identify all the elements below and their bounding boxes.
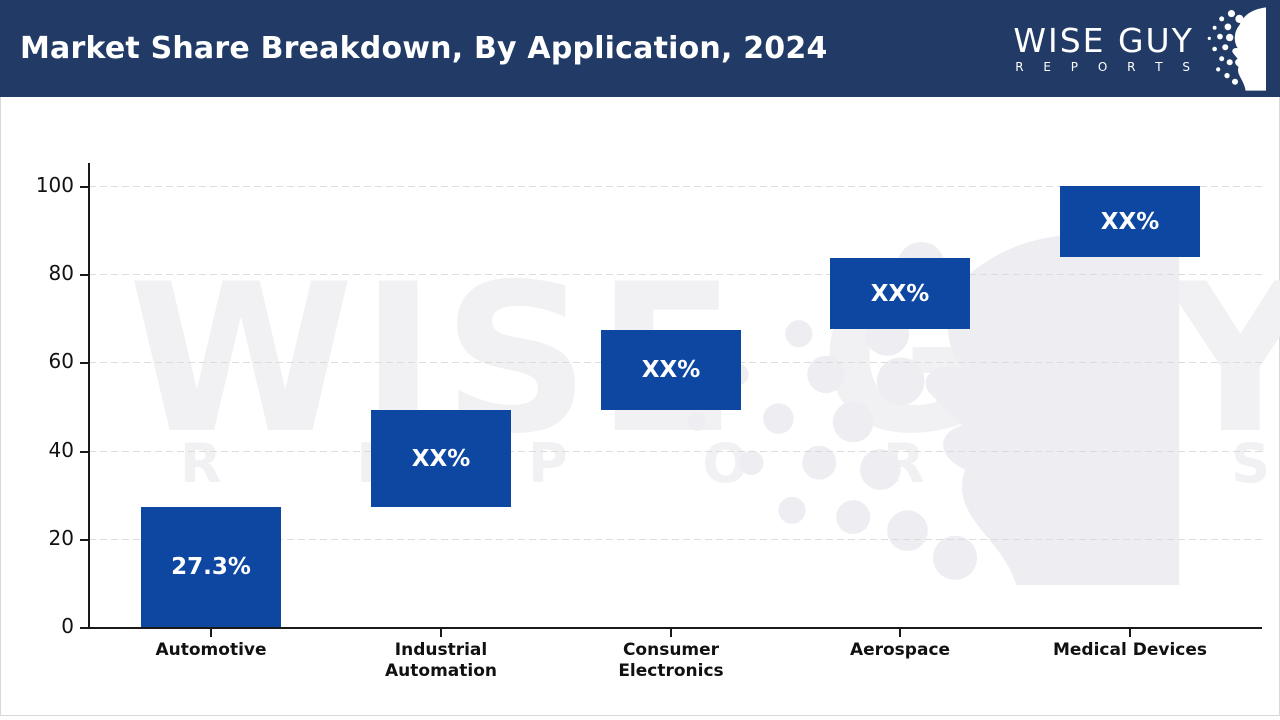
x-tick-mark (1129, 629, 1131, 637)
x-category-label-line: Electronics (618, 660, 724, 681)
bar: XX% (1060, 186, 1200, 257)
bar-value-label: XX% (870, 280, 930, 307)
x-category-label: Medical Devices (1020, 640, 1240, 661)
x-category-label-line: Automation (385, 660, 497, 681)
bar-value-label: 27.3% (171, 554, 251, 580)
x-category-label: Consumer Electronics (561, 640, 781, 681)
y-tick-label: 0 (61, 614, 74, 638)
y-tick-label: 60 (48, 349, 74, 373)
x-tick-mark (210, 629, 212, 637)
x-category-label-line: Consumer (622, 640, 720, 660)
x-axis-line (86, 627, 1262, 629)
x-tick-mark (670, 629, 672, 637)
y-tick-mark (80, 451, 88, 453)
bar: XX% (601, 330, 741, 410)
wiseguy-logo-text: WISE GUY R E P O R T S (1009, 24, 1198, 74)
y-tick-mark (80, 274, 88, 276)
bar: 27.3% (141, 507, 281, 627)
gridline (89, 539, 1262, 540)
chart-title: Market Share Breakdown, By Application, … (20, 31, 828, 66)
bar: XX% (830, 258, 970, 329)
x-category-label-line: Industrial (394, 640, 488, 660)
bar: XX% (371, 410, 511, 507)
x-category-label: Automotive (101, 640, 321, 661)
gridline (89, 451, 1262, 452)
y-tick-label: 20 (48, 526, 74, 550)
header-bar: Market Share Breakdown, By Application, … (0, 0, 1280, 97)
y-tick-mark (80, 627, 88, 629)
y-tick-label: 80 (48, 261, 74, 285)
bar-value-label: XX% (641, 357, 701, 383)
y-tick-mark (80, 539, 88, 541)
x-tick-mark (899, 629, 901, 637)
y-axis-line (88, 163, 90, 629)
gridline (89, 186, 1262, 187)
wiseguy-logo: WISE GUY R E P O R T S (1009, 0, 1266, 97)
x-category-label: Industrial Automation (331, 640, 551, 681)
x-category-label-line: Automotive (155, 640, 267, 660)
wiseguy-head-icon (1207, 6, 1266, 91)
x-category-label: Aerospace (790, 640, 1010, 661)
bar-value-label: XX% (411, 445, 471, 472)
logo-subtitle: R E P O R T S (1015, 59, 1198, 74)
y-tick-label: 100 (35, 173, 74, 197)
x-tick-mark (440, 629, 442, 637)
y-tick-mark (80, 186, 88, 188)
x-category-label-line: Aerospace (849, 640, 951, 660)
gridline (89, 274, 1262, 275)
logo-wordmark: WISE GUY (1013, 20, 1194, 60)
bar-value-label: XX% (1100, 208, 1160, 235)
x-category-label-line: Medical Devices (1052, 640, 1207, 660)
y-tick-mark (80, 362, 88, 364)
y-tick-label: 40 (48, 438, 74, 462)
